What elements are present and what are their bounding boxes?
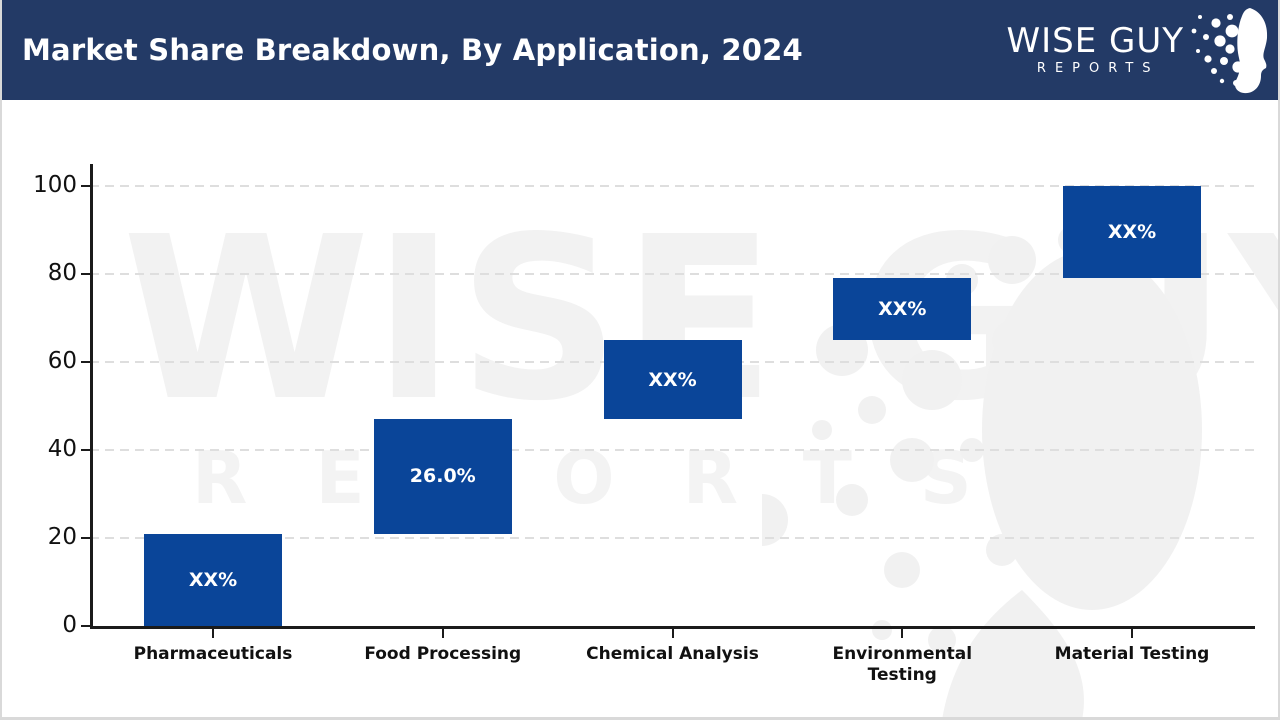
page-title: Market Share Breakdown, By Application, … xyxy=(22,33,803,67)
category-label-3: Environmental Testing xyxy=(832,644,973,686)
y-tick-20 xyxy=(81,537,90,539)
y-tick-label-80: 80 xyxy=(47,260,77,286)
bar-material-testing: XX% xyxy=(1063,186,1201,279)
bar-value-label: XX% xyxy=(878,298,927,321)
y-tick-60 xyxy=(81,361,90,363)
y-axis-line xyxy=(90,164,93,628)
y-tick-label-100: 100 xyxy=(33,172,77,198)
chart-canvas: WISE GUY REPORTS 0 20 40 60 80 100 XX% Pharmace… xyxy=(2,100,1278,717)
header-bar: Market Share Breakdown, By Application, … xyxy=(2,0,1278,100)
y-tick-0 xyxy=(81,625,90,627)
gridline-20 xyxy=(90,537,1255,539)
gridline-80 xyxy=(90,273,1255,275)
bar-pharmaceuticals: XX% xyxy=(144,533,282,626)
x-tick-3 xyxy=(901,629,904,638)
category-label-1: Food Processing xyxy=(364,644,522,664)
head-profile-dots-icon xyxy=(1191,8,1268,94)
wise-guy-reports-logo: WISE GUY REPORTS xyxy=(1006,0,1270,100)
x-tick-2 xyxy=(671,629,674,638)
y-tick-80 xyxy=(81,273,90,275)
bar-value-label: XX% xyxy=(1107,221,1157,244)
y-tick-label-60: 60 xyxy=(47,348,77,374)
bar-value-label: XX% xyxy=(188,568,238,591)
x-tick-1 xyxy=(441,629,444,638)
y-tick-40 xyxy=(81,449,90,451)
bar-food-processing: 26.0% xyxy=(373,419,512,534)
category-label-0: Pharmaceuticals xyxy=(133,644,293,664)
logo-subtitle: REPORTS xyxy=(1036,61,1160,76)
x-tick-4 xyxy=(1131,629,1133,638)
logo-wordmark: WISE GUY xyxy=(1006,21,1184,61)
y-tick-label-20: 20 xyxy=(47,524,77,550)
category-label-4: Material Testing xyxy=(1054,644,1210,664)
y-tick-100 xyxy=(81,185,90,187)
bar-environmental-testing: XX% xyxy=(833,278,972,340)
category-label-2: Chemical Analysis xyxy=(586,644,759,664)
bar-value-label: 26.0% xyxy=(409,465,476,488)
x-axis-line xyxy=(90,626,1255,629)
gridline-40 xyxy=(90,449,1255,451)
y-tick-label-40: 40 xyxy=(47,436,77,462)
x-tick-0 xyxy=(212,629,214,638)
logo-text: WISE GUY REPORTS xyxy=(1006,24,1184,76)
y-tick-label-0: 0 xyxy=(62,612,77,638)
bar-value-label: XX% xyxy=(648,368,697,391)
bar-chemical-analysis: XX% xyxy=(603,340,742,420)
gridline-100 xyxy=(90,185,1255,187)
